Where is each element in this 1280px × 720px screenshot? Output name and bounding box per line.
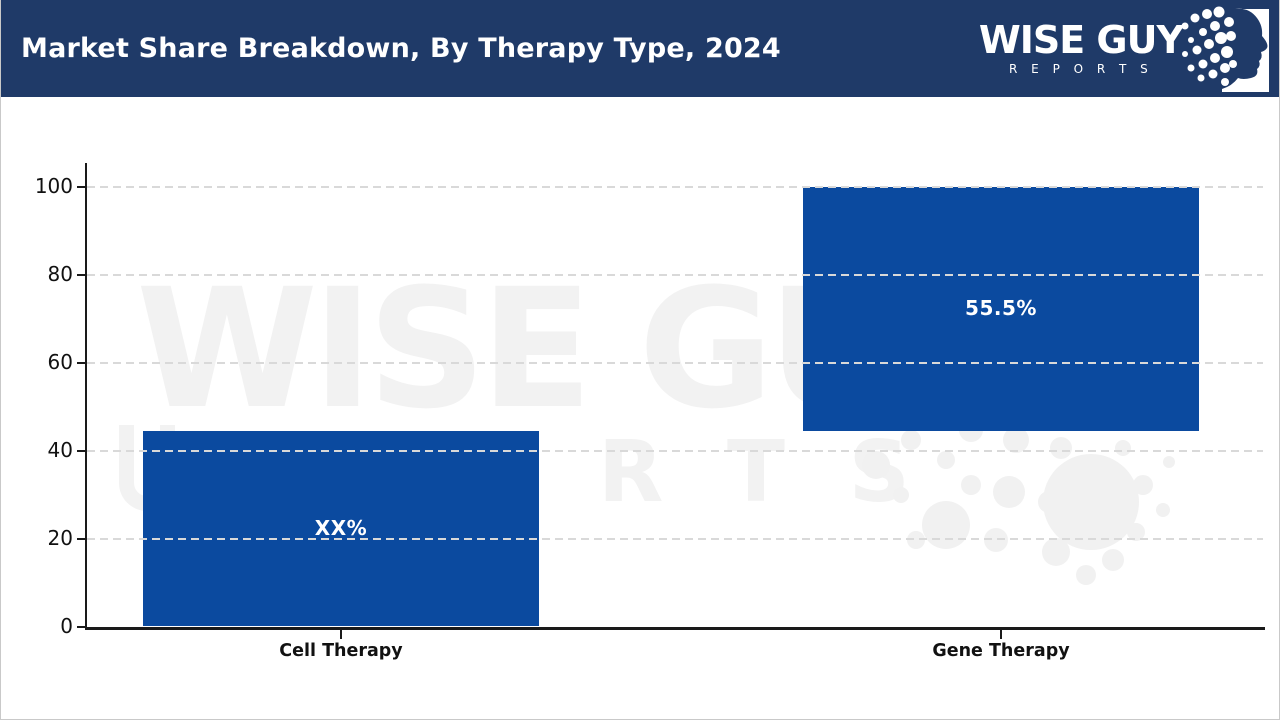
brand-text: WISE GUY R E P O R T S <box>978 18 1184 76</box>
bar <box>803 186 1199 431</box>
y-tick-mark <box>77 361 85 364</box>
page-title: Market Share Breakdown, By Therapy Type,… <box>21 33 781 64</box>
y-tick-label: 80 <box>47 261 73 286</box>
y-axis-line <box>85 163 87 630</box>
bars-layer: XX% 55.5% <box>1 97 1280 720</box>
gridline <box>87 449 1263 452</box>
y-tick-label: 20 <box>47 525 73 550</box>
watermark-text-2: R T S <box>598 423 927 522</box>
y-tick-mark <box>77 273 85 276</box>
x-tick-mark <box>1000 630 1002 639</box>
watermark-face-dots <box>862 418 1175 585</box>
header: Market Share Breakdown, By Therapy Type,… <box>1 0 1279 97</box>
x-tick-label: Gene Therapy <box>932 641 1070 661</box>
x-axis-line <box>85 627 1265 630</box>
gridline <box>87 185 1263 188</box>
gridline <box>87 361 1263 364</box>
bar <box>143 430 539 627</box>
brand-logo: WISE GUY R E P O R T S <box>979 6 1269 92</box>
y-tick-mark <box>77 625 85 628</box>
brand-name: WISE GUY <box>978 18 1184 62</box>
y-tick-label: 100 <box>34 173 73 198</box>
y-tick-mark <box>77 449 85 452</box>
x-tick-mark <box>340 630 342 639</box>
y-tick-mark <box>77 537 85 540</box>
gridline <box>87 537 1263 540</box>
y-tick-mark <box>77 185 85 188</box>
watermark-text-1: WISE GU <box>136 253 902 445</box>
bar-value-label: 55.5% <box>965 295 1037 320</box>
y-tick-label: 0 <box>60 613 73 638</box>
gridlines-layer <box>1 97 1280 720</box>
brand-subtitle: R E P O R T S <box>1009 62 1153 76</box>
x-tick-label: Cell Therapy <box>279 641 403 661</box>
plot-area: WISE GU R T S XX% 55.5% 0 20 40 60 80 100 <box>1 97 1280 720</box>
bar-value-label: XX% <box>314 515 368 540</box>
y-tick-label: 40 <box>47 437 73 462</box>
y-tick-label: 60 <box>47 349 73 374</box>
gridline <box>87 273 1263 276</box>
face-profile-icon <box>1181 6 1269 92</box>
axis-layer: 0 20 40 60 80 100 Cell Therapy Gene Therapy <box>1 97 1280 720</box>
